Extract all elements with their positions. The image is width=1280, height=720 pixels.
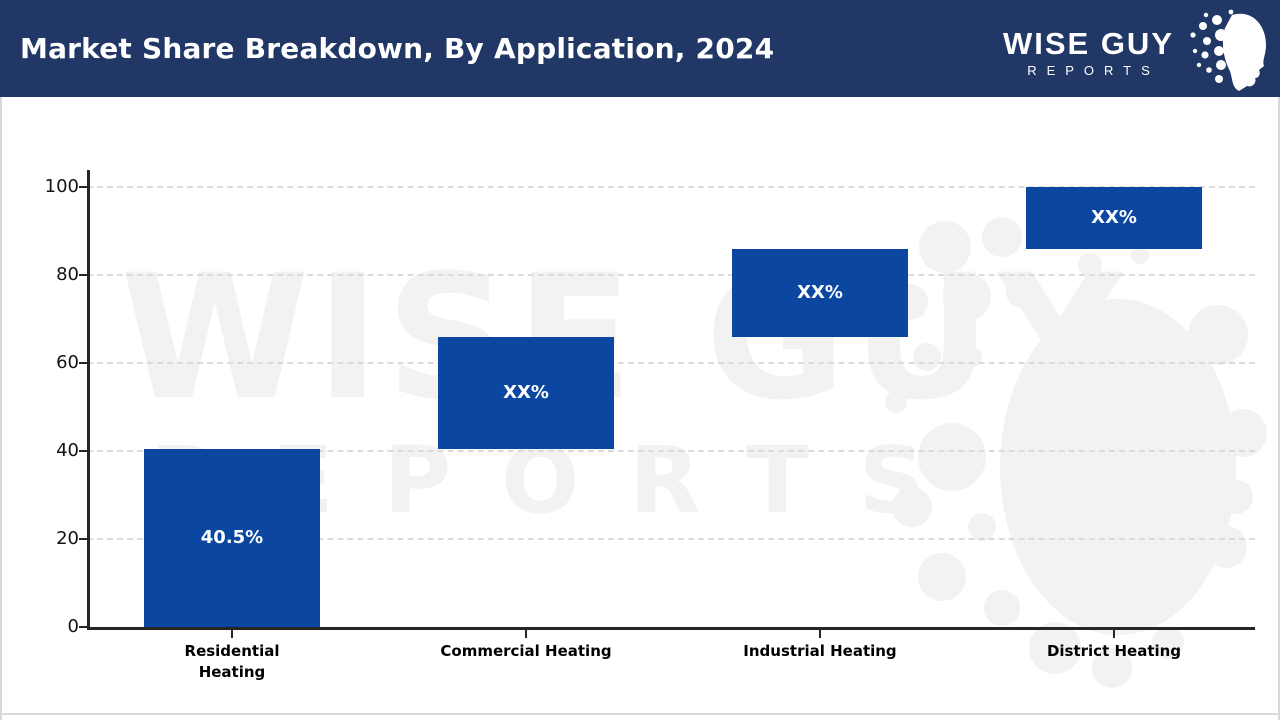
- x-category-label-1: Residential Heating: [184, 642, 280, 681]
- header: Market Share Breakdown, By Application, …: [0, 0, 1280, 97]
- page-title: Market Share Breakdown, By Application, …: [20, 32, 775, 65]
- y-tick-20: [79, 538, 87, 540]
- logo-subtext: REPORTS: [1027, 62, 1160, 78]
- y-tick-label-0: 0: [67, 616, 79, 637]
- footer-divider: [2, 713, 1280, 715]
- y-tick-label-100: 100: [44, 176, 79, 197]
- plot-area: 0 20 40 60 80 100 40.5% Residential Heating XX% C…: [2, 97, 1278, 720]
- y-tick-label-80: 80: [56, 264, 79, 285]
- logo-wordmark: WISE GUY: [1002, 25, 1174, 61]
- y-axis-line: [87, 170, 90, 630]
- y-tick-40: [79, 450, 87, 452]
- logo-text: WISE GUY REPORTS: [1002, 25, 1174, 78]
- y-tick-label-20: 20: [56, 528, 79, 549]
- bar-value-label: XX%: [503, 382, 549, 404]
- gridline-20: [87, 538, 1255, 540]
- gridline-60: [87, 362, 1255, 364]
- bar-residential-heating: 40.5%: [144, 448, 320, 627]
- gridline-100: [87, 186, 1255, 188]
- x-category-label-4: District Heating: [1046, 642, 1182, 660]
- x-category-label-2: Commercial Heating: [440, 642, 612, 660]
- y-tick-label-60: 60: [56, 352, 79, 373]
- gridline-80: [87, 274, 1255, 276]
- bar-value-label: XX%: [797, 282, 843, 304]
- x-category-label-3: Industrial Heating: [743, 642, 897, 660]
- logo: WISE GUY REPORTS: [1003, 6, 1268, 94]
- x-axis-line: [87, 627, 1255, 630]
- bar-industrial-heating: XX%: [732, 248, 908, 337]
- x-tick-1: [231, 630, 233, 638]
- bar-commercial-heating: XX%: [438, 336, 614, 449]
- y-tick-label-40: 40: [56, 440, 79, 461]
- chart-area: WISE GUY REPORTS 0 20 40 60 80 100 40.5% Reside…: [0, 97, 1280, 720]
- y-tick-60: [79, 362, 87, 364]
- y-tick-100: [79, 186, 87, 188]
- x-tick-3: [819, 630, 821, 638]
- y-tick-80: [79, 274, 87, 276]
- x-tick-2: [525, 630, 527, 638]
- gridline-40: [87, 450, 1255, 452]
- bar-value-label: 40.5%: [200, 527, 264, 549]
- logo-face-icon: [1190, 9, 1266, 91]
- x-tick-4: [1113, 630, 1115, 638]
- y-tick-0: [79, 626, 87, 628]
- bar-district-heating: XX%: [1026, 187, 1202, 249]
- bar-value-label: XX%: [1091, 207, 1137, 229]
